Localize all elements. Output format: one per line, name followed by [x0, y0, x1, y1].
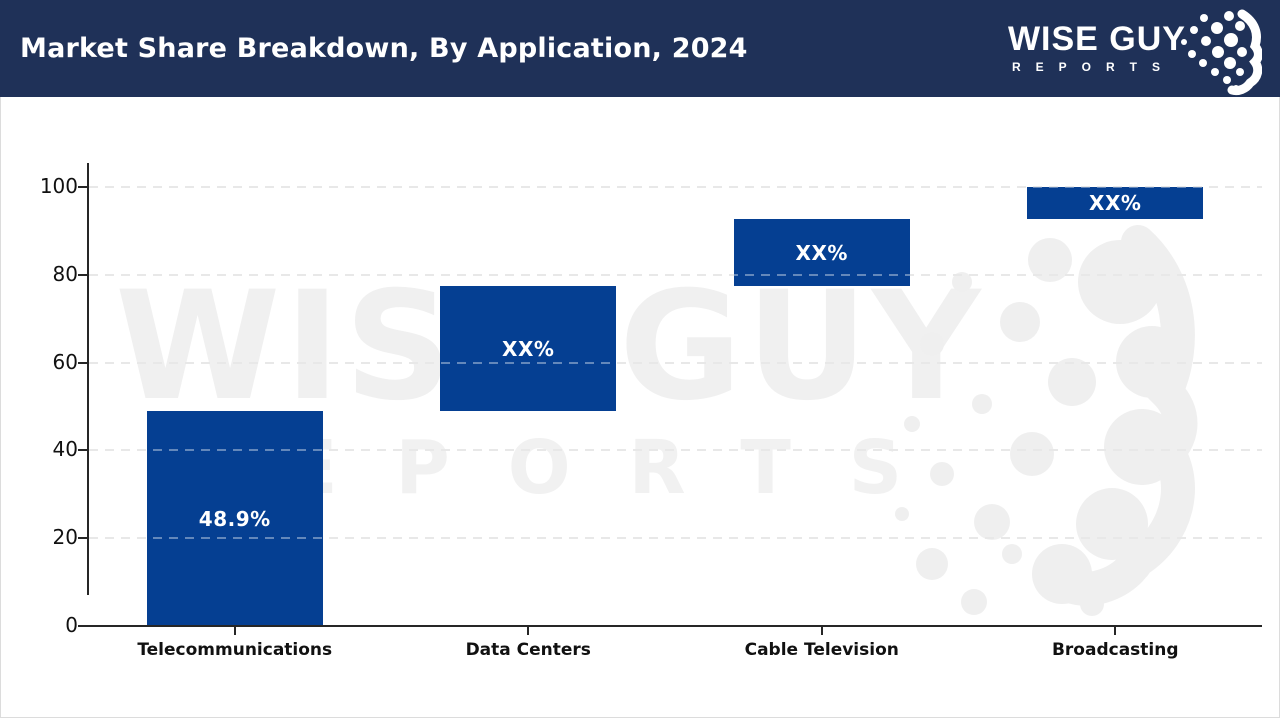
logo-subtitle: REPORTS [1011, 60, 1175, 74]
y-axis-tick [78, 273, 87, 276]
logo-head-icon [1170, 8, 1263, 100]
bar-cable-television: XX% [733, 219, 910, 287]
gridline-overlay-100 [89, 186, 1262, 188]
bar-value-label: XX% [502, 336, 555, 361]
x-axis-tick [820, 627, 823, 635]
bar-value-label: XX% [1089, 191, 1142, 216]
logo-text: WISE GUY REPORTS [1008, 22, 1186, 74]
y-axis-tick-label: 0 [65, 613, 78, 637]
header-bar: Market Share Breakdown, By Application, … [0, 0, 1280, 97]
logo-wordmark: WISE GUY [1007, 20, 1186, 58]
y-axis-line [87, 163, 89, 595]
bar-data-centers: XX% [440, 286, 617, 412]
y-axis-tick-label: 20 [52, 525, 78, 550]
gridline-100 [89, 186, 1262, 188]
gridline-overlay-60 [89, 361, 1262, 364]
y-axis-tick-label: 40 [52, 437, 78, 462]
y-axis-tick [78, 361, 87, 364]
y-axis-tick-label: 80 [52, 261, 78, 286]
y-axis-tick [78, 537, 87, 540]
y-axis-tick-label: 60 [52, 349, 78, 374]
bar-telecommunications: 48.9% [146, 411, 323, 626]
y-axis-tick [78, 625, 87, 627]
gridline-40 [89, 449, 1262, 452]
x-axis-line [87, 625, 1262, 627]
x-axis-category-label: Broadcasting [1051, 640, 1179, 660]
gridline-80 [89, 273, 1262, 276]
gridline-60 [89, 361, 1262, 364]
watermark-head-icon [870, 222, 1200, 621]
x-axis-category-label: Data Centers [465, 640, 591, 660]
y-axis-tick [78, 449, 87, 452]
bar-broadcasting: XX% [1027, 187, 1204, 220]
gridline-overlay-80 [89, 273, 1262, 276]
bar-value-label: XX% [795, 240, 848, 265]
x-axis-tick [527, 627, 530, 635]
y-axis-tick-label: 100 [39, 174, 78, 198]
bar-value-label: 48.9% [198, 506, 271, 531]
chart-plot-area: 0 20 40 60 80 100 48.9% Telecommunications XX% Da… [0, 97, 1280, 720]
x-axis-category-label: Telecommunications [137, 640, 333, 660]
gridline-overlay-20 [89, 537, 1262, 540]
wise-guy-logo: WISE GUY REPORTS [1008, 9, 1263, 100]
gridline-20 [89, 537, 1262, 540]
x-axis-category-label: Cable Television [744, 640, 899, 660]
x-axis-tick [1114, 627, 1117, 635]
x-axis-tick [233, 627, 236, 635]
y-axis-tick [78, 186, 87, 188]
page-title: Market Share Breakdown, By Application, … [20, 33, 748, 64]
gridline-overlay-40 [89, 449, 1262, 452]
